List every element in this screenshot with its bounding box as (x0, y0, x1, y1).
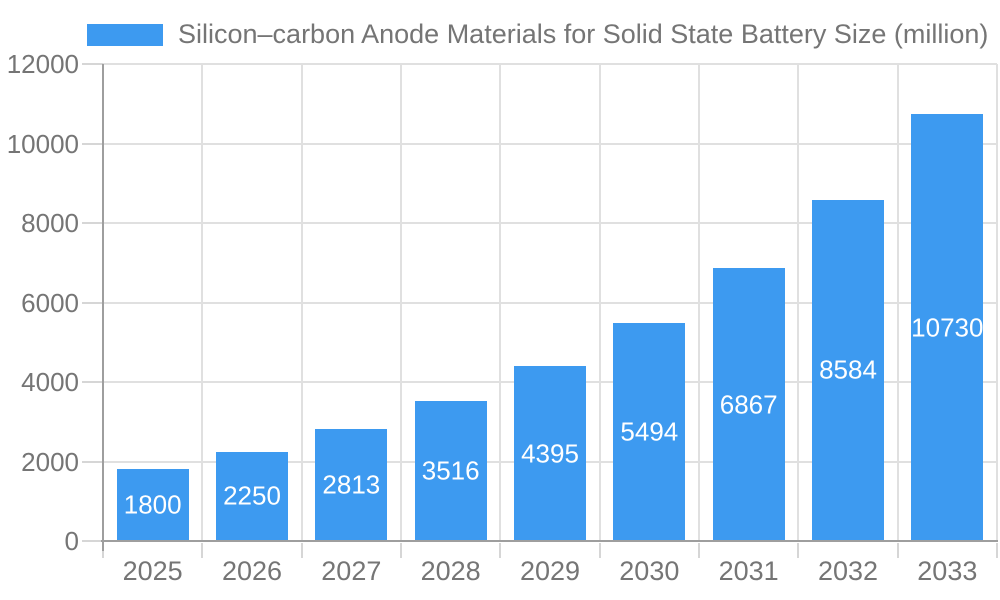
x-gridline (698, 64, 700, 541)
y-axis-tick (82, 63, 103, 65)
y-tick-label: 0 (64, 526, 79, 556)
y-axis-tick (82, 142, 103, 145)
y-gridline (103, 63, 997, 65)
x-gridline (201, 64, 204, 541)
x-axis-tick (201, 543, 204, 558)
x-axis-line (101, 540, 998, 542)
x-tick-label: 2031 (718, 556, 779, 586)
y-tick-label: 8000 (21, 208, 79, 238)
bar-value-label: 1800 (123, 489, 182, 520)
bar (514, 366, 586, 541)
chart-legend: Silicon–carbon Anode Materials for Solid… (87, 19, 988, 50)
bar (812, 199, 884, 541)
y-tick-label: 6000 (21, 287, 79, 318)
bar-value-label: 8584 (819, 354, 877, 385)
x-axis-tick (896, 543, 899, 558)
y-gridline (103, 142, 997, 145)
y-gridline (103, 301, 997, 304)
plot-area: 1800 2250 2813 3516 4395 5494 6867 8584 10730 (82, 63, 998, 558)
bar (216, 451, 288, 541)
y-tick-label: 4000 (21, 367, 79, 397)
x-tick-label: 2032 (817, 556, 879, 586)
x-tick-label: 2030 (619, 556, 680, 586)
bar-value-label: 3516 (421, 455, 480, 486)
y-tick-label: 2000 (21, 446, 79, 477)
x-axis-tick (598, 543, 601, 558)
bar (116, 469, 189, 541)
x-gridline (896, 64, 899, 541)
x-axis-tick (996, 543, 998, 558)
y-tick-label: 10000 (6, 128, 79, 159)
x-tick-label: 2025 (122, 556, 183, 586)
y-axis-tick (82, 460, 103, 463)
bar-value-label: 2813 (322, 469, 381, 500)
bar-value-label: 2250 (223, 480, 281, 511)
y-tick-label: 12000 (6, 49, 79, 79)
y-axis-line (102, 64, 104, 551)
x-tick-label: 2033 (917, 556, 978, 586)
x-gridline (400, 64, 402, 541)
x-axis-tick (300, 543, 303, 558)
bar (911, 114, 984, 541)
x-gridline (797, 64, 800, 541)
bar (613, 322, 686, 541)
bar-value-label: 6867 (719, 389, 778, 420)
chart-title: Silicon–carbon Anode Materials for Solid… (178, 19, 989, 49)
x-tick-label: 2028 (420, 556, 481, 586)
bar (712, 268, 785, 541)
y-axis-tick (82, 540, 103, 542)
y-gridline (103, 222, 997, 224)
bar (414, 401, 487, 541)
x-gridline (300, 64, 303, 541)
y-axis-tick (82, 381, 103, 383)
x-axis-tick (698, 543, 700, 558)
x-axis-tick (797, 543, 800, 558)
x-tick-label: 2026 (221, 556, 283, 586)
x-gridline (598, 64, 601, 541)
x-axis-tick (499, 543, 502, 558)
legend-swatch (87, 23, 163, 46)
x-axis-tick (400, 543, 402, 558)
bar (315, 429, 388, 541)
y-axis-tick (82, 301, 103, 304)
x-tick-label: 2027 (321, 556, 382, 586)
x-gridline (996, 64, 998, 541)
x-tick-label: 2029 (519, 556, 581, 586)
y-axis-tick (82, 222, 103, 224)
bar-value-label: 10730 (911, 312, 984, 343)
bar-value-label: 4395 (521, 438, 579, 469)
x-gridline (499, 64, 502, 541)
bar-value-label: 5494 (620, 416, 679, 447)
